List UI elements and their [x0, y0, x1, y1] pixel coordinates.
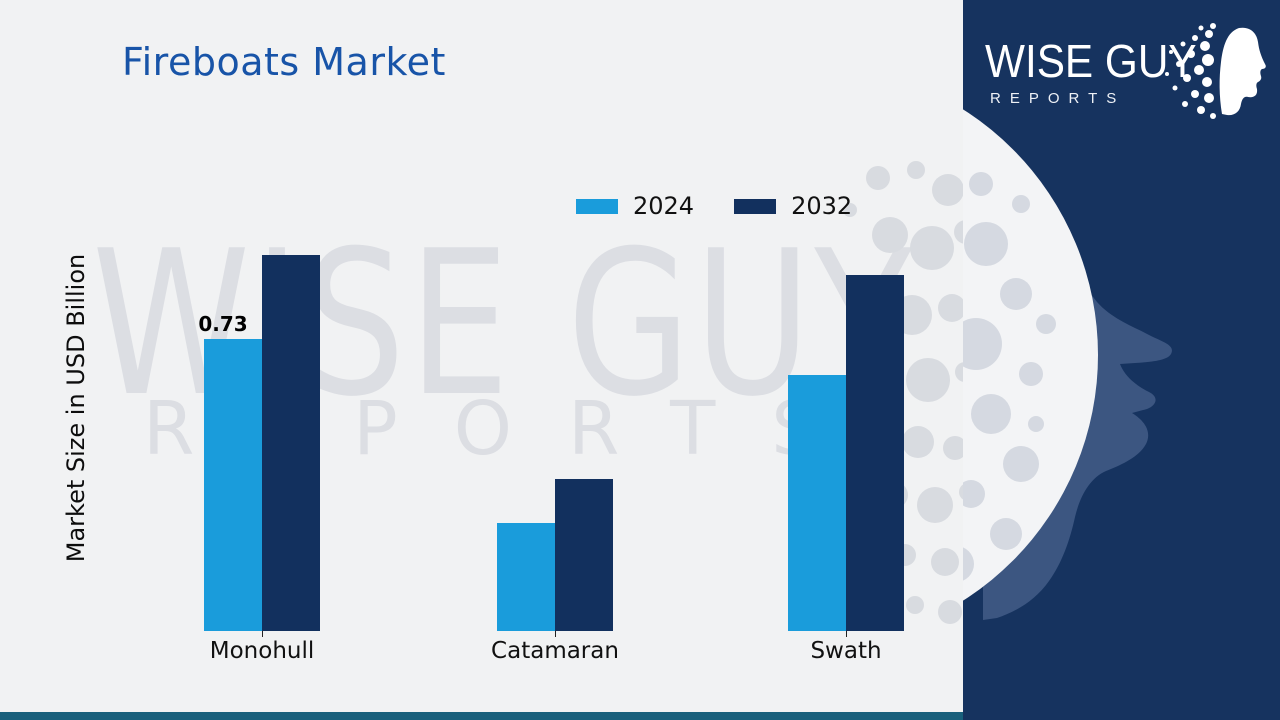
circle-blob — [1000, 278, 1032, 310]
bar-2032-catamaran — [555, 479, 613, 631]
bar-2032-swath — [846, 275, 904, 631]
circle-blob — [1019, 362, 1043, 386]
circle-blob — [963, 480, 985, 508]
logo-face-icon — [1165, 23, 1266, 119]
bar-2024-catamaran — [497, 523, 555, 631]
circle-blob — [964, 222, 1008, 266]
legend-label-2024: 2024 — [633, 192, 695, 220]
watermark-dot — [910, 226, 954, 270]
logo-dot — [1210, 23, 1216, 29]
logo-dot — [1191, 90, 1199, 98]
logo-dot — [1200, 41, 1210, 51]
watermark-dot — [866, 166, 890, 190]
logo-dot — [1198, 25, 1204, 31]
legend-label-2032: 2032 — [791, 192, 853, 220]
logo-dot — [1183, 74, 1191, 82]
watermark-dot — [907, 161, 925, 179]
circle-blob — [969, 172, 993, 196]
logo-dot — [1182, 101, 1188, 107]
brand-panel: WISE GUY REPORTS — [963, 0, 1280, 720]
watermark-dot — [872, 217, 908, 253]
legend-swatch-2024 — [576, 198, 618, 214]
watermark-dot — [938, 294, 966, 322]
bar-2024-monohull — [204, 339, 262, 631]
circle-blob — [963, 318, 1002, 370]
logo-dot — [1204, 93, 1214, 103]
logo-dot — [1180, 41, 1186, 47]
x-axis-tick — [846, 631, 847, 637]
circle-blob — [1012, 195, 1030, 213]
category-label-catamaran: Catamaran — [491, 638, 619, 664]
logo-dot — [1187, 50, 1195, 58]
logo-dot — [1197, 106, 1205, 114]
legend-item-2024: 2024 — [576, 192, 694, 220]
wiseguy-logo: WISE GUY REPORTS — [963, 0, 1280, 140]
chart-legend: 2024 2032 — [576, 192, 852, 220]
watermark-dot — [906, 596, 924, 614]
logo-wordmark: WISE GUY — [985, 35, 1197, 87]
bar-2032-monohull — [262, 255, 320, 631]
x-axis-tick — [262, 631, 263, 637]
legend-swatch-2032 — [734, 198, 777, 214]
circle-blob — [1028, 416, 1044, 432]
logo-dot — [1176, 61, 1182, 67]
watermark-dot — [931, 548, 959, 576]
logo-dot — [1202, 77, 1212, 87]
logo-subtext: REPORTS — [990, 90, 1126, 107]
circle-blob — [971, 394, 1011, 434]
watermark-dot — [902, 426, 934, 458]
circle-blob — [1036, 314, 1056, 334]
logo-dot — [1202, 54, 1214, 66]
watermark-dot — [843, 203, 857, 217]
legend-item-2032: 2032 — [734, 192, 852, 220]
circle-blob — [1003, 446, 1039, 482]
bar-value-label: 0.73 — [198, 312, 248, 336]
page-title: Fireboats Market — [122, 40, 446, 84]
logo-dot — [1210, 113, 1216, 119]
watermark-dot — [938, 600, 962, 624]
circle-blob — [963, 546, 974, 582]
bottom-accent-bar — [0, 712, 963, 720]
logo-dot — [1172, 85, 1178, 91]
watermark-dot — [917, 487, 953, 523]
x-axis-tick — [555, 631, 556, 637]
logo-dot — [1194, 65, 1204, 75]
category-label-swath: Swath — [810, 638, 882, 664]
logo-dot — [1205, 30, 1213, 38]
circle-blob — [990, 518, 1022, 550]
logo-dot — [1165, 72, 1169, 76]
watermark-dot — [906, 358, 950, 402]
watermark-dot — [932, 174, 964, 206]
category-label-monohull: Monohull — [209, 638, 315, 664]
logo-dot — [1192, 35, 1198, 41]
logo-dot — [1169, 50, 1173, 54]
bar-2024-swath — [788, 375, 846, 631]
